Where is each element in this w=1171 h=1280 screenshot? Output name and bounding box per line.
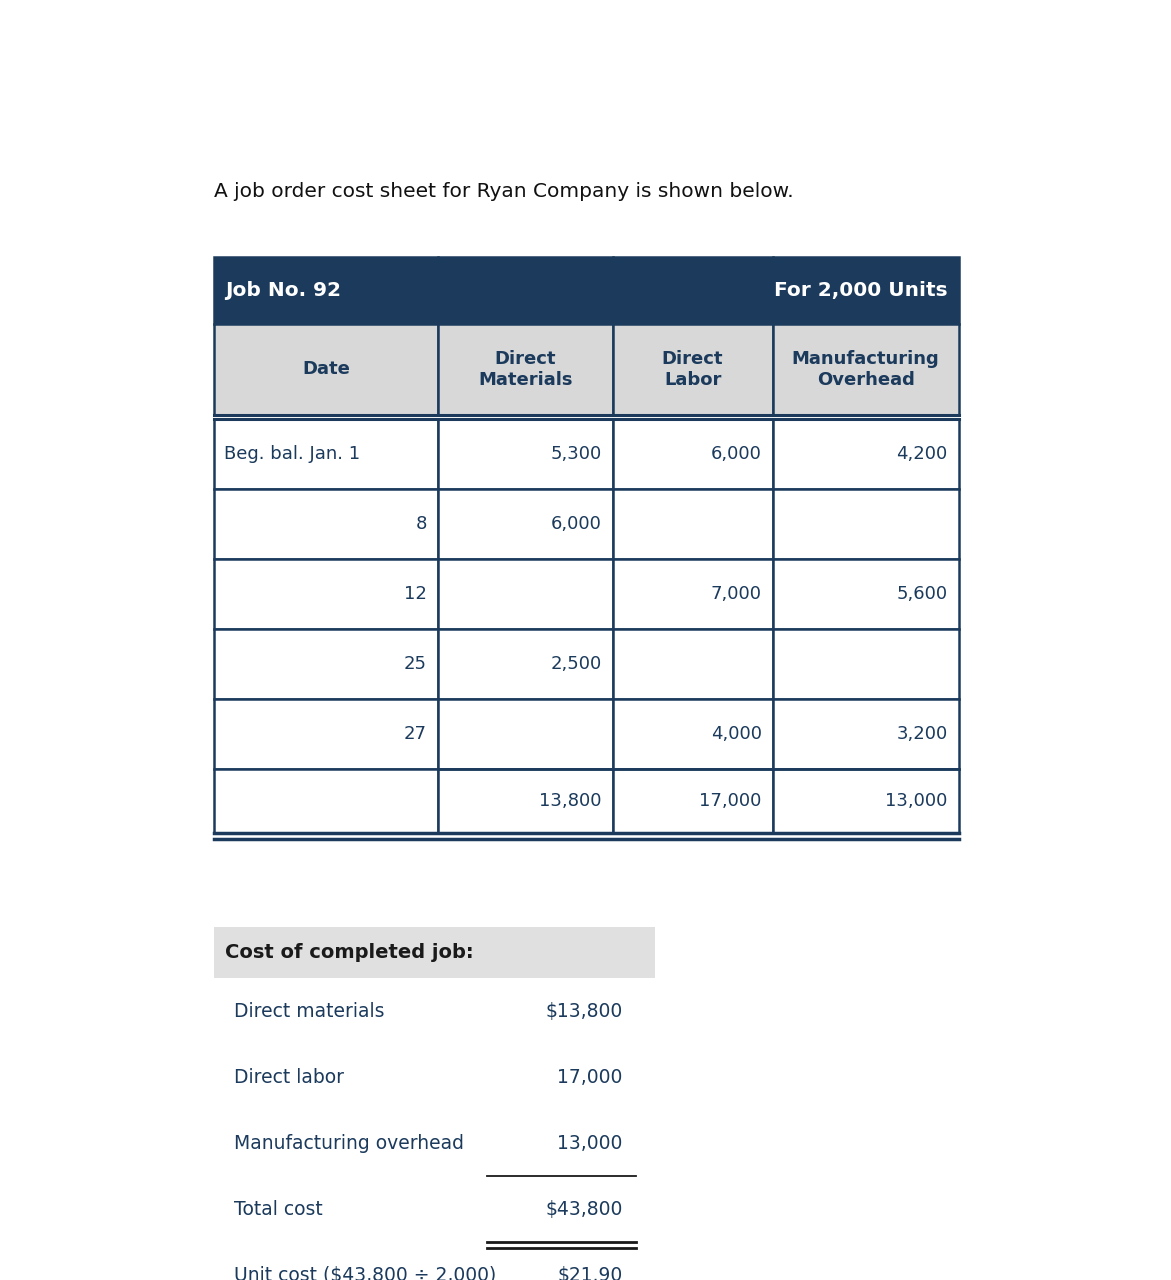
Bar xyxy=(214,699,438,769)
Bar xyxy=(214,630,438,699)
Bar xyxy=(214,257,438,324)
Bar xyxy=(773,420,959,489)
Text: Job No. 92: Job No. 92 xyxy=(225,282,341,300)
Bar xyxy=(773,489,959,559)
Bar xyxy=(612,769,773,833)
Text: 13,000: 13,000 xyxy=(885,792,947,810)
Bar xyxy=(612,257,773,324)
Text: 5,300: 5,300 xyxy=(550,445,602,463)
Bar xyxy=(214,420,438,489)
Bar xyxy=(214,769,438,833)
Text: Direct labor: Direct labor xyxy=(234,1068,344,1087)
Text: 17,000: 17,000 xyxy=(699,792,761,810)
Text: 7,000: 7,000 xyxy=(711,585,761,603)
Text: $13,800: $13,800 xyxy=(546,1001,623,1020)
Text: Direct
Labor: Direct Labor xyxy=(662,349,724,389)
Bar xyxy=(773,324,959,415)
Text: Beg. bal. Jan. 1: Beg. bal. Jan. 1 xyxy=(224,445,359,463)
Bar xyxy=(612,420,773,489)
Bar xyxy=(773,699,959,769)
Bar xyxy=(438,559,612,630)
Bar xyxy=(214,559,438,630)
Bar xyxy=(612,630,773,699)
Text: 12: 12 xyxy=(404,585,426,603)
Bar xyxy=(773,630,959,699)
Text: Date: Date xyxy=(302,361,350,379)
Text: For 2,000 Units: For 2,000 Units xyxy=(774,282,947,300)
Text: 27: 27 xyxy=(404,724,426,744)
Text: 3,200: 3,200 xyxy=(897,724,947,744)
Text: 5,600: 5,600 xyxy=(897,585,947,603)
Text: $43,800: $43,800 xyxy=(546,1199,623,1219)
Text: 8: 8 xyxy=(416,515,426,534)
Bar xyxy=(773,559,959,630)
Bar xyxy=(612,324,773,415)
Text: Direct
Materials: Direct Materials xyxy=(478,349,573,389)
Bar xyxy=(612,559,773,630)
Text: 4,000: 4,000 xyxy=(711,724,761,744)
Text: Total cost: Total cost xyxy=(234,1199,323,1219)
Bar xyxy=(612,489,773,559)
Text: Manufacturing overhead: Manufacturing overhead xyxy=(234,1134,465,1153)
Text: Unit cost ($43,800 ÷ 2,000): Unit cost ($43,800 ÷ 2,000) xyxy=(234,1266,497,1280)
Bar xyxy=(438,324,612,415)
Text: Manufacturing
Overhead: Manufacturing Overhead xyxy=(792,349,939,389)
Bar xyxy=(214,324,438,415)
Text: Direct materials: Direct materials xyxy=(234,1001,385,1020)
Bar xyxy=(773,257,959,324)
Text: 13,800: 13,800 xyxy=(539,792,602,810)
Text: 25: 25 xyxy=(404,655,426,673)
Bar xyxy=(214,927,655,978)
Text: Cost of completed job:: Cost of completed job: xyxy=(225,943,474,963)
Text: 2,500: 2,500 xyxy=(550,655,602,673)
Bar xyxy=(438,257,612,324)
Text: 6,000: 6,000 xyxy=(550,515,602,534)
Bar xyxy=(438,630,612,699)
Bar xyxy=(438,699,612,769)
Bar xyxy=(214,489,438,559)
Bar xyxy=(438,489,612,559)
Text: 6,000: 6,000 xyxy=(711,445,761,463)
Text: $21.90: $21.90 xyxy=(557,1266,623,1280)
Text: A job order cost sheet for Ryan Company is shown below.: A job order cost sheet for Ryan Company … xyxy=(214,182,794,201)
Bar xyxy=(612,699,773,769)
Bar xyxy=(438,769,612,833)
Bar xyxy=(438,420,612,489)
Text: 17,000: 17,000 xyxy=(557,1068,623,1087)
Bar xyxy=(773,769,959,833)
Text: 13,000: 13,000 xyxy=(557,1134,623,1153)
Text: 4,200: 4,200 xyxy=(897,445,947,463)
